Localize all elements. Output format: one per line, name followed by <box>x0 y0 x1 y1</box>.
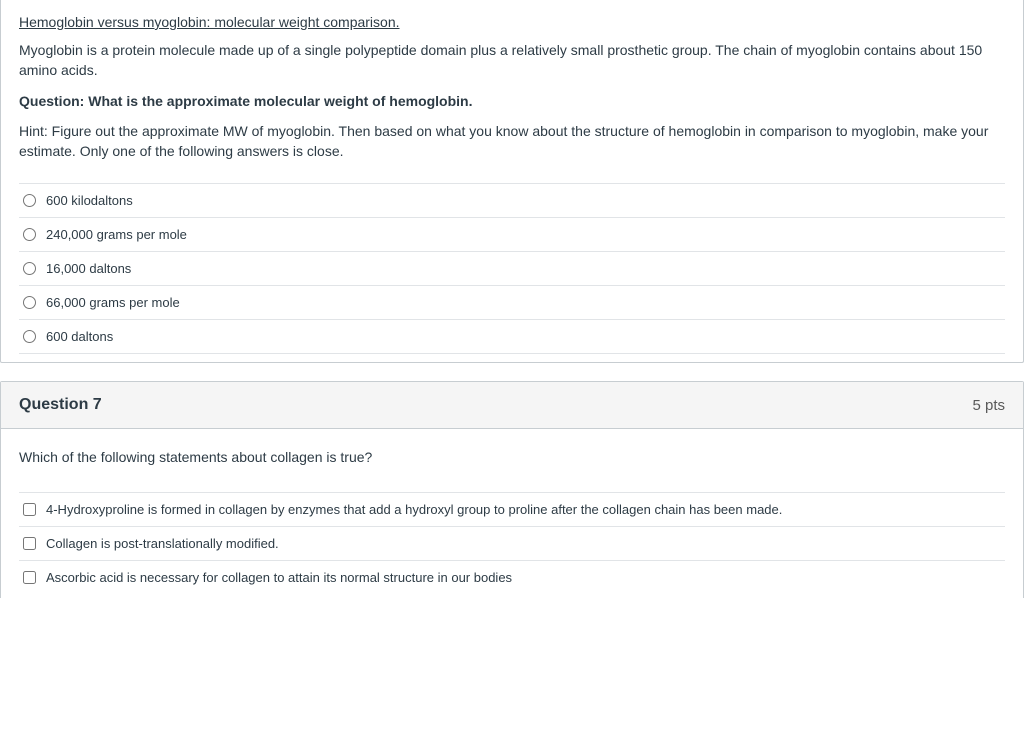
q6-radio-1[interactable] <box>23 228 36 241</box>
q6-title: Hemoglobin versus myoglobin: molecular w… <box>19 14 1005 30</box>
q7-option-row[interactable]: Ascorbic acid is necessary for collagen … <box>19 560 1005 594</box>
q6-radio-2[interactable] <box>23 262 36 275</box>
q6-radio-0[interactable] <box>23 194 36 207</box>
q6-option-label: 66,000 grams per mole <box>46 295 180 310</box>
q6-option-row[interactable]: 66,000 grams per mole <box>19 285 1005 319</box>
q7-checkbox-1[interactable] <box>23 537 36 550</box>
q7-option-label: Ascorbic acid is necessary for collagen … <box>46 570 512 585</box>
q7-stem: Which of the following statements about … <box>1 429 1023 467</box>
q7-checkbox-2[interactable] <box>23 571 36 584</box>
q7-answers: 4-Hydroxyproline is formed in collagen b… <box>1 492 1023 598</box>
question-7-block: Question 7 5 pts Which of the following … <box>0 381 1024 597</box>
q6-answers: 600 kilodaltons 240,000 grams per mole 1… <box>19 183 1005 354</box>
q6-option-label: 600 kilodaltons <box>46 193 133 208</box>
q6-hint: Hint: Figure out the approximate MW of m… <box>19 121 1005 162</box>
q6-radio-3[interactable] <box>23 296 36 309</box>
question-points: 5 pts <box>972 397 1005 414</box>
q6-question-prefix: Question: <box>19 93 88 109</box>
q7-option-row[interactable]: Collagen is post-translationally modifie… <box>19 526 1005 560</box>
q6-option-label: 600 daltons <box>46 329 113 344</box>
q6-para1: Myoglobin is a protein molecule made up … <box>19 40 1005 81</box>
question-6-block: Hemoglobin versus myoglobin: molecular w… <box>0 0 1024 363</box>
question-7-header: Question 7 5 pts <box>1 382 1023 429</box>
q6-option-row[interactable]: 600 kilodaltons <box>19 183 1005 217</box>
q6-radio-4[interactable] <box>23 330 36 343</box>
q6-question-line: Question: What is the approximate molecu… <box>19 91 1005 111</box>
question-number: Question 7 <box>19 396 102 414</box>
q6-option-row[interactable]: 240,000 grams per mole <box>19 217 1005 251</box>
q6-option-label: 240,000 grams per mole <box>46 227 187 242</box>
q7-checkbox-0[interactable] <box>23 503 36 516</box>
q6-question-text: What is the approximate molecular weight… <box>88 93 472 109</box>
q6-option-label: 16,000 daltons <box>46 261 131 276</box>
q6-option-row[interactable]: 600 daltons <box>19 319 1005 354</box>
q7-option-row[interactable]: 4-Hydroxyproline is formed in collagen b… <box>19 492 1005 526</box>
q7-option-label: Collagen is post-translationally modifie… <box>46 536 279 551</box>
question-6-body: Hemoglobin versus myoglobin: molecular w… <box>1 0 1023 362</box>
q7-option-label: 4-Hydroxyproline is formed in collagen b… <box>46 502 782 517</box>
q6-option-row[interactable]: 16,000 daltons <box>19 251 1005 285</box>
